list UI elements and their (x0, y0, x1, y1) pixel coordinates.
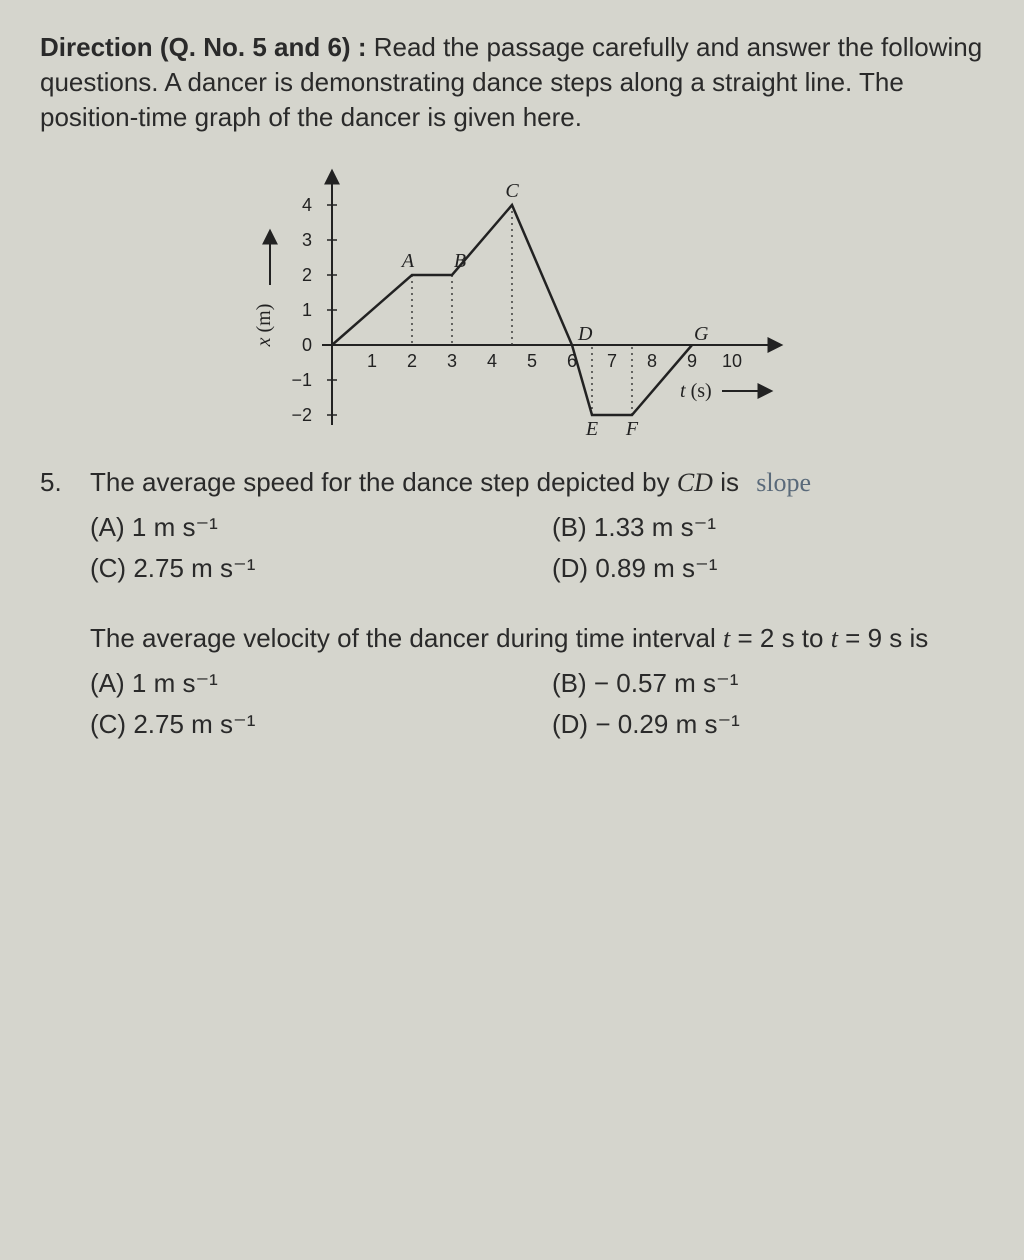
svg-text:D: D (577, 323, 593, 345)
question-5: 5. The average speed for the dance step … (40, 465, 984, 586)
graph-container: 4 3 2 1 0 −1 −2 1 2 3 4 5 6 7 8 9 10 (40, 145, 984, 445)
q6-opt-b[interactable]: (B) − 0.57 m s⁻¹ (552, 666, 984, 701)
svg-text:A: A (400, 250, 415, 272)
q6-opt-a[interactable]: (A) 1 m s⁻¹ (90, 666, 522, 701)
svg-text:10: 10 (722, 351, 742, 371)
svg-text:F: F (625, 418, 639, 440)
svg-text:2: 2 (302, 265, 312, 285)
svg-text:8: 8 (647, 351, 657, 371)
q6-opt-d[interactable]: (D) − 0.29 m s⁻¹ (552, 707, 984, 742)
q5-stem: The average speed for the dance step dep… (90, 465, 984, 500)
q6-options: (A) 1 m s⁻¹ (B) − 0.57 m s⁻¹ (C) 2.75 m … (90, 666, 984, 742)
svg-text:C: C (505, 180, 519, 202)
svg-text:3: 3 (302, 230, 312, 250)
svg-text:9: 9 (687, 351, 697, 371)
svg-text:0: 0 (302, 335, 312, 355)
svg-text:B: B (454, 250, 466, 272)
svg-text:E: E (585, 418, 598, 440)
q5-opt-b[interactable]: (B) 1.33 m s⁻¹ (552, 510, 984, 545)
q5-opt-a[interactable]: (A) 1 m s⁻¹ (90, 510, 522, 545)
svg-text:7: 7 (607, 351, 617, 371)
svg-text:4: 4 (487, 351, 497, 371)
q5-opt-c[interactable]: (C) 2.75 m s⁻¹ (90, 551, 522, 586)
q5-number: 5. (40, 465, 90, 500)
position-time-graph: 4 3 2 1 0 −1 −2 1 2 3 4 5 6 7 8 9 10 (232, 145, 792, 445)
q5-options: (A) 1 m s⁻¹ (B) 1.33 m s⁻¹ (C) 2.75 m s⁻… (90, 510, 984, 586)
svg-text:−1: −1 (291, 370, 312, 390)
handwritten-note: slope (756, 468, 811, 497)
q6-stem: The average velocity of the dancer durin… (90, 621, 984, 656)
svg-text:3: 3 (447, 351, 457, 371)
svg-text:4: 4 (302, 195, 312, 215)
question-6: The average velocity of the dancer durin… (40, 621, 984, 742)
svg-text:−2: −2 (291, 405, 312, 425)
svg-text:G: G (694, 323, 709, 345)
direction-prefix: Direction (Q. No. 5 and 6) : (40, 32, 374, 62)
direction-passage: Direction (Q. No. 5 and 6) : Read the pa… (40, 30, 984, 135)
svg-text:1: 1 (367, 351, 377, 371)
svg-text:5: 5 (527, 351, 537, 371)
q6-opt-c[interactable]: (C) 2.75 m s⁻¹ (90, 707, 522, 742)
svg-text:2: 2 (407, 351, 417, 371)
svg-text:x (m): x (m) (253, 304, 275, 348)
svg-text:t (s): t (s) (680, 380, 712, 402)
q5-opt-d[interactable]: (D) 0.89 m s⁻¹ (552, 551, 984, 586)
svg-text:1: 1 (302, 300, 312, 320)
y-ticks: 4 3 2 1 0 −1 −2 (291, 195, 337, 425)
